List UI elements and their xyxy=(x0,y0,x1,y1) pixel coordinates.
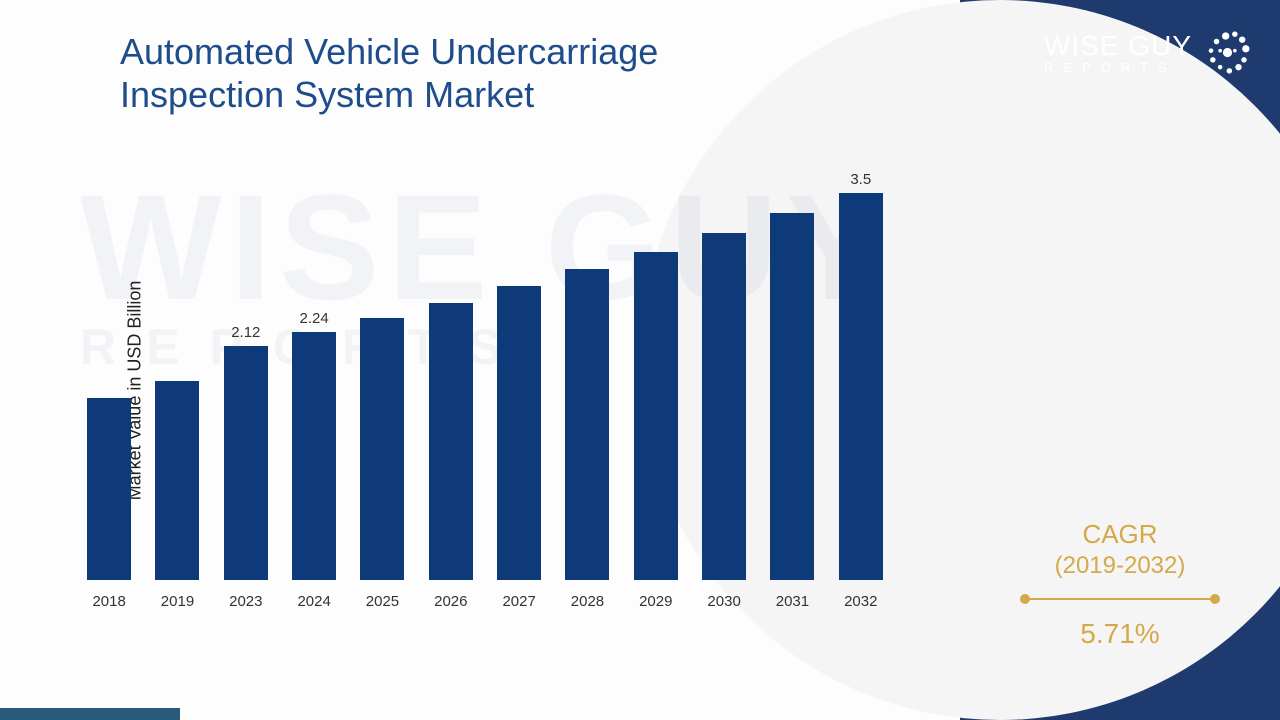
cagr-block: CAGR (2019-2032) 5.71% xyxy=(1000,519,1240,650)
x-axis-label: 2028 xyxy=(557,593,617,610)
bar-group: 3.5 xyxy=(831,171,891,580)
bar-group xyxy=(557,247,617,580)
bar xyxy=(634,252,678,580)
bar-chart: 2.12 2.24 3.5 2018 2019 2023 2024 2025 2026 2027… xyxy=(75,140,895,610)
x-axis-label: 2027 xyxy=(489,593,549,610)
bar-group xyxy=(626,230,686,580)
cagr-years: (2019-2032) xyxy=(1000,552,1240,580)
head-icon xyxy=(1200,25,1255,80)
bottom-accent-bar xyxy=(0,708,180,720)
bar xyxy=(429,303,473,580)
bar-group xyxy=(762,191,822,580)
bar-group xyxy=(79,376,139,580)
bar xyxy=(770,213,814,580)
logo-text: WISE GUY REPORTS xyxy=(1044,30,1192,75)
x-axis-label: 2018 xyxy=(79,593,139,610)
cagr-divider xyxy=(1025,598,1215,600)
bar-value-label: 3.5 xyxy=(850,171,871,189)
bar-group xyxy=(147,359,207,580)
bar xyxy=(87,398,131,580)
x-axis-label: 2031 xyxy=(762,593,822,610)
bar-value-label: 2.24 xyxy=(300,310,329,328)
x-axis-label: 2024 xyxy=(284,593,344,610)
chart-title: Automated Vehicle Undercarriage Inspecti… xyxy=(120,30,820,116)
bar xyxy=(155,381,199,580)
bar-group xyxy=(352,296,412,580)
bar xyxy=(839,193,883,580)
bar-group xyxy=(421,281,481,580)
bar-value-label: 2.12 xyxy=(231,324,260,342)
bar xyxy=(565,269,609,580)
bar-group: 2.12 xyxy=(216,324,276,580)
logo-main: WISE GUY xyxy=(1044,30,1192,62)
bar xyxy=(497,286,541,580)
logo-sub: REPORTS xyxy=(1044,60,1177,75)
x-axis-labels: 2018 2019 2023 2024 2025 2026 2027 2028 2029 2030… xyxy=(75,593,895,610)
bars-row: 2.12 2.24 3.5 xyxy=(75,140,895,580)
cagr-title: CAGR xyxy=(1000,519,1240,550)
bar xyxy=(292,332,336,580)
bar xyxy=(360,318,404,580)
x-axis-label: 2032 xyxy=(831,593,891,610)
x-axis-label: 2023 xyxy=(216,593,276,610)
x-axis-label: 2030 xyxy=(694,593,754,610)
x-axis-label: 2026 xyxy=(421,593,481,610)
bar-group xyxy=(694,211,754,580)
x-axis-label: 2029 xyxy=(626,593,686,610)
x-axis-label: 2019 xyxy=(147,593,207,610)
bar-group: 2.24 xyxy=(284,310,344,580)
bar xyxy=(702,233,746,580)
x-axis-label: 2025 xyxy=(352,593,412,610)
bar-group xyxy=(489,264,549,580)
logo: WISE GUY REPORTS xyxy=(1044,25,1255,80)
cagr-value: 5.71% xyxy=(1000,618,1240,650)
bar xyxy=(224,346,268,580)
